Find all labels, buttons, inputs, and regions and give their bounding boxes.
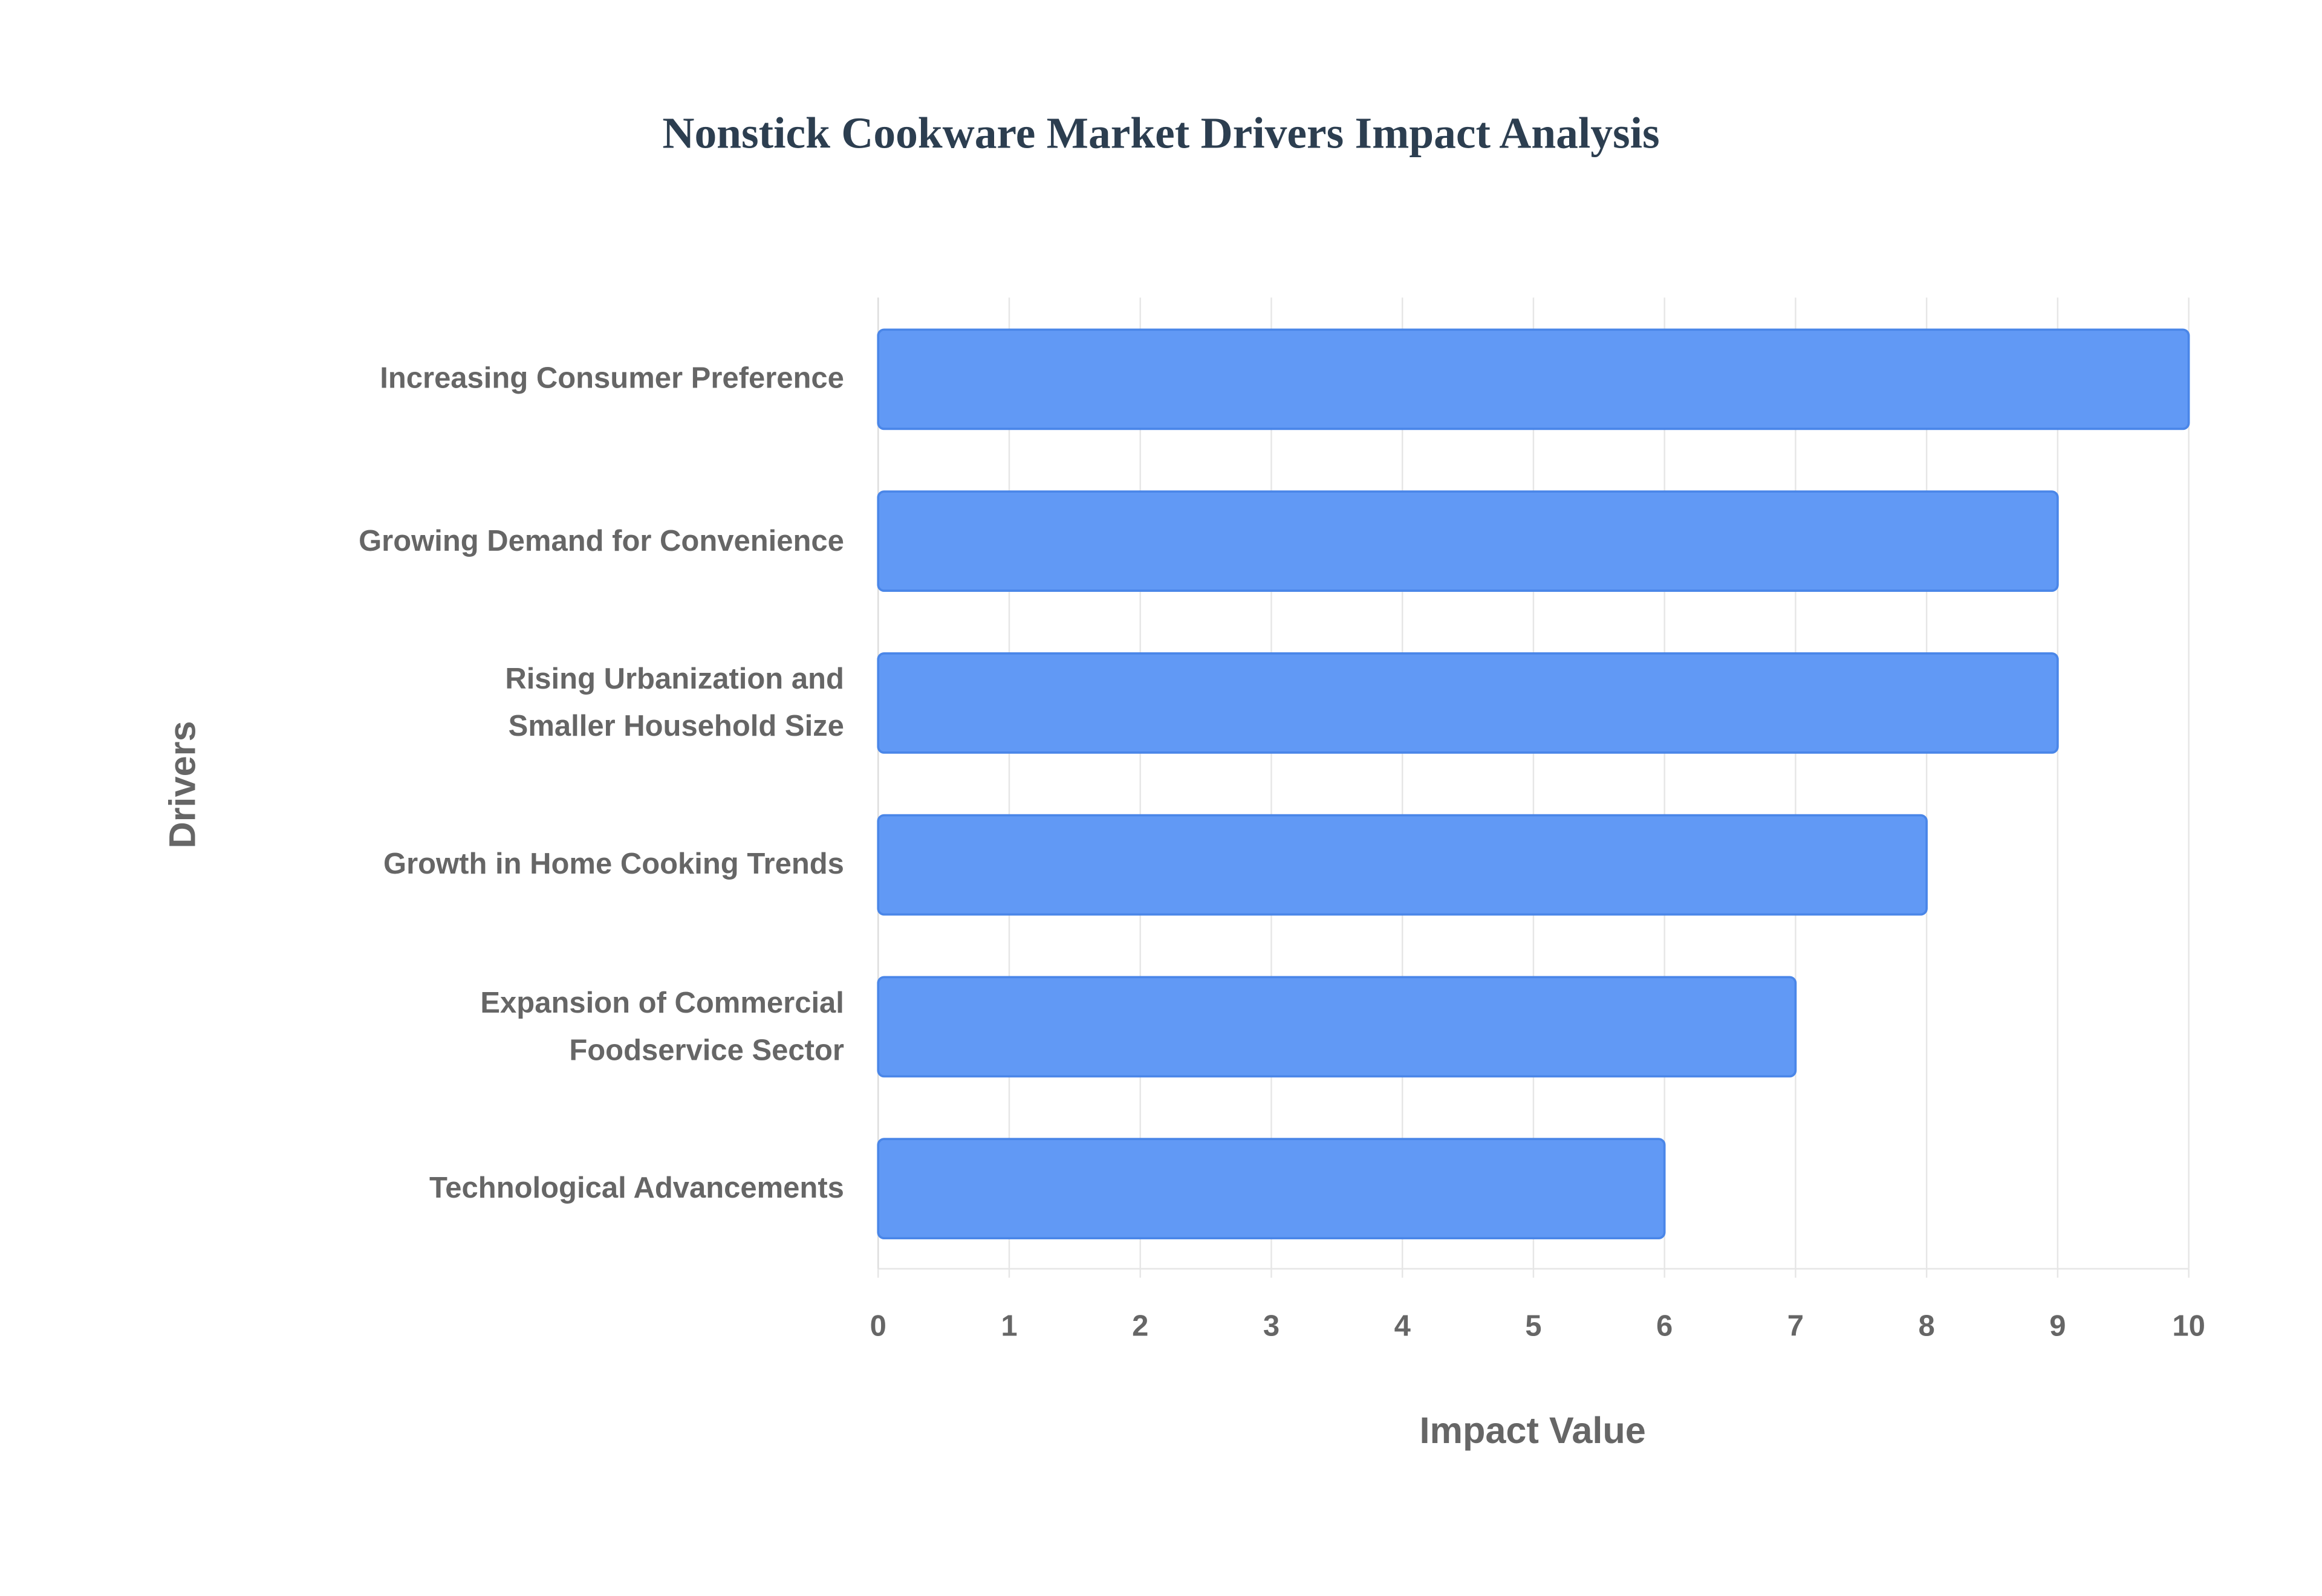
x-tick-label: 8 <box>1919 1310 1935 1343</box>
y-tick-label-box: Technological Advancements <box>429 1172 844 1205</box>
y-axis-title: Drivers <box>161 721 203 848</box>
y-tick-label: Rising Urbanization and Smaller Househol… <box>505 663 844 743</box>
y-tick-label: Growth in Home Cooking Trends <box>383 848 844 881</box>
y-tick-label: Increasing Consumer Preference <box>380 363 844 396</box>
x-tick-label: 1 <box>1001 1310 1017 1343</box>
x-tick-label: 9 <box>2049 1310 2066 1343</box>
y-tick-label: Growing Demand for Convenience <box>359 525 844 558</box>
bar <box>877 652 2059 754</box>
x-tick-label: 10 <box>2172 1310 2205 1343</box>
x-axis-title: Impact Value <box>1420 1410 1646 1451</box>
y-tick-label-box: Expansion of Commercial Foodservice Sect… <box>480 987 844 1067</box>
bar <box>877 1138 1666 1239</box>
y-tick-label-box: Growing Demand for Convenience <box>359 525 844 558</box>
x-tick-label: 3 <box>1263 1310 1280 1343</box>
bar <box>877 814 1928 916</box>
chart-title: Nonstick Cookware Market Drivers Impact … <box>662 109 1659 158</box>
y-tick-label: Technological Advancements <box>429 1172 844 1205</box>
x-tick-label: 2 <box>1132 1310 1148 1343</box>
x-tick-label: 7 <box>1787 1310 1804 1343</box>
bar <box>877 976 1797 1078</box>
x-tick-label: 6 <box>1656 1310 1673 1343</box>
y-tick-label-box: Growth in Home Cooking Trends <box>383 848 844 881</box>
x-tick-label: 0 <box>870 1310 886 1343</box>
x-tick-label: 4 <box>1394 1310 1411 1343</box>
y-tick-label-box: Increasing Consumer Preference <box>380 363 844 396</box>
y-tick-label: Expansion of Commercial Foodservice Sect… <box>480 987 844 1067</box>
x-tick-label: 5 <box>1525 1310 1541 1343</box>
bar <box>877 328 2190 430</box>
bar <box>877 490 2059 592</box>
y-tick-label-box: Rising Urbanization and Smaller Househol… <box>505 663 844 743</box>
